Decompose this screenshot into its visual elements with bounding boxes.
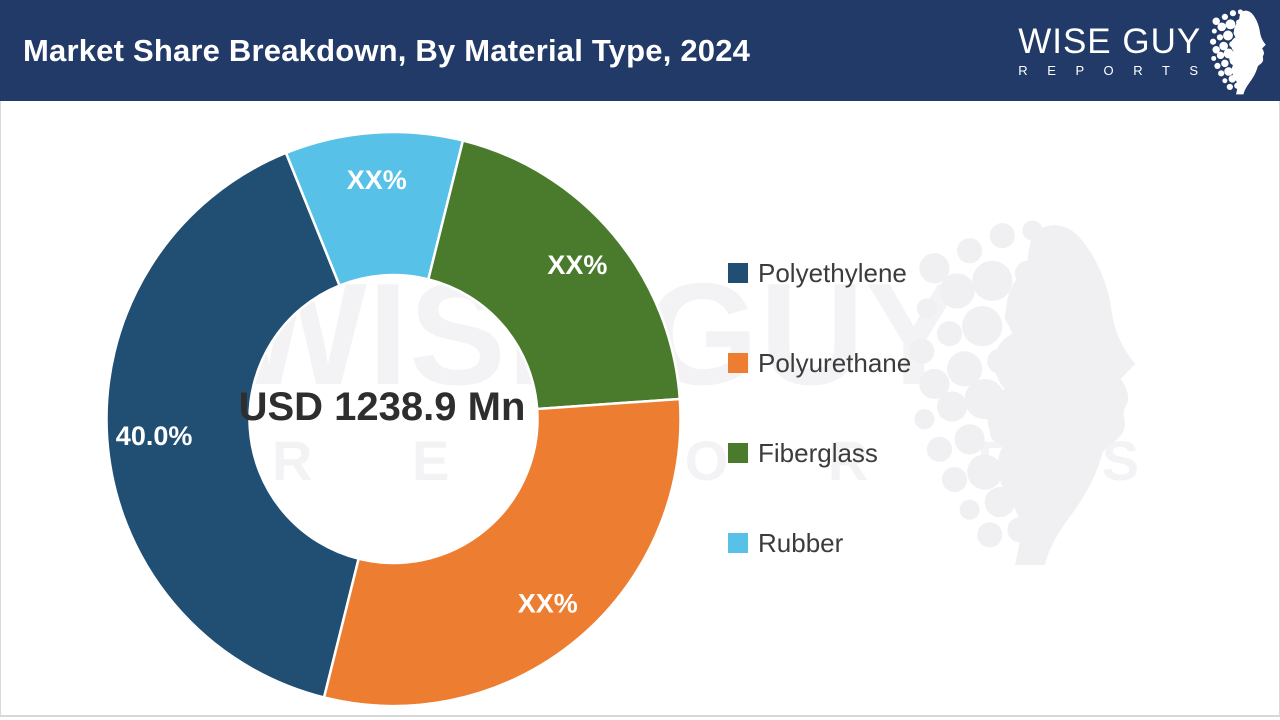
brand-logo: WISE GUY R E P O R T S — [1018, 0, 1272, 101]
watermark-head-icon — [909, 220, 1136, 565]
bottom-border-line — [0, 715, 1280, 717]
brand-logo-head-icon — [1210, 8, 1266, 94]
donut-chart: 40.0% XX% XX% XX% — [105, 130, 682, 708]
legend-item-polyethylene: Polyethylene — [728, 258, 911, 288]
legend-label-polyurethane: Polyurethane — [758, 348, 912, 378]
page-title: Market Share Breakdown, By Material Type… — [23, 32, 751, 68]
segment-label-polyurethane: XX% — [518, 588, 578, 618]
donut-segment-polyurethane — [322, 397, 682, 708]
segment-label-fiberglass: XX% — [547, 250, 607, 280]
legend-swatch-polyethylene — [728, 263, 748, 283]
donut-segment-polyethylene — [105, 151, 360, 699]
legend-swatch-rubber — [728, 533, 748, 553]
brand-logo-text: WISE GUY R E P O R T S — [1018, 21, 1206, 78]
segment-label-rubber: XX% — [347, 165, 407, 195]
legend-item-polyurethane: Polyurethane — [728, 348, 912, 378]
brand-logo-name: WISE GUY — [1018, 21, 1202, 61]
header-bar: Market Share Breakdown, By Material Type… — [0, 0, 1280, 101]
legend-swatch-fiberglass — [728, 443, 748, 463]
segment-label-polyethylene: 40.0% — [116, 421, 193, 451]
legend-swatch-polyurethane — [728, 353, 748, 373]
legend-label-fiberglass: Fiberglass — [758, 438, 878, 468]
legend-label-rubber: Rubber — [758, 528, 844, 558]
legend-item-rubber: Rubber — [728, 528, 911, 558]
donut-segment-fiberglass — [427, 139, 682, 411]
chart-legend: Polyethylene Polyurethane Fiberglass Rubber — [728, 258, 912, 623]
chart-center-value: USD 1238.9 Mn — [238, 385, 526, 429]
legend-label-polyethylene: Polyethylene — [758, 258, 907, 288]
legend-item-fiberglass: Fiberglass — [728, 438, 911, 468]
brand-logo-subtitle: R E P O R T S — [1018, 62, 1206, 78]
